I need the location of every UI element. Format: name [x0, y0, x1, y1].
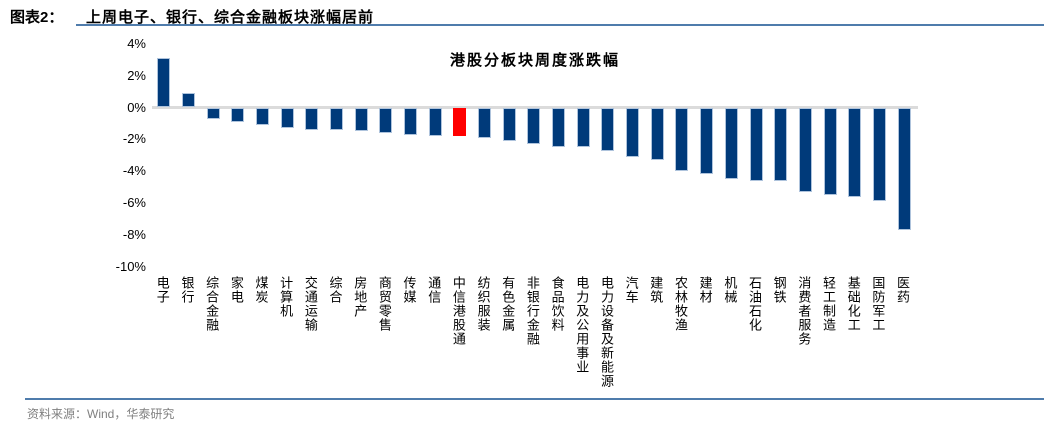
- y-axis-tick-label: 2%: [127, 67, 146, 83]
- header-divider: [76, 24, 1044, 26]
- x-axis-category-label: 钢铁: [771, 276, 787, 304]
- x-axis-category-label: 电力及公用事业: [574, 276, 590, 374]
- x-axis-category-label: 消费者服务: [796, 276, 812, 346]
- bar: [206, 107, 220, 119]
- bar: [848, 107, 862, 197]
- x-axis-category-label: 纺织服装: [475, 276, 491, 332]
- bar: [502, 107, 516, 141]
- bar: [157, 58, 171, 108]
- bar: [774, 107, 788, 181]
- x-axis-category-label: 机械: [722, 276, 738, 304]
- x-axis-category-label: 煤炭: [253, 276, 269, 304]
- x-axis-category-label: 基础化工: [845, 276, 861, 332]
- x-axis-category-label: 传媒: [401, 276, 417, 304]
- x-axis-category-label: 商贸零售: [376, 276, 392, 332]
- x-axis-category-label: 房地产: [352, 276, 368, 318]
- figure-headline: 上周电子、银行、综合金融板块涨幅居前: [86, 9, 375, 26]
- bar: [280, 107, 294, 129]
- bar: [650, 107, 664, 161]
- bar: [872, 107, 886, 202]
- chart-title: 港股分板块周度涨跌幅: [449, 52, 620, 69]
- x-axis-category-label: 综合金融: [204, 276, 220, 332]
- x-axis-category-label: 通信: [426, 276, 442, 304]
- bar: [576, 107, 590, 148]
- x-axis-category-label: 综合: [327, 276, 343, 304]
- x-axis-category-label: 国防军工: [870, 276, 886, 332]
- bar: [231, 107, 245, 122]
- bar: [675, 107, 689, 172]
- bar: [379, 107, 393, 133]
- x-axis-category-label: 中信港股通: [450, 276, 466, 346]
- bar: [749, 107, 763, 181]
- x-axis-category-label: 家电: [228, 276, 244, 304]
- y-axis-tick-label: 4%: [127, 35, 146, 51]
- bar: [305, 107, 319, 130]
- y-axis-tick-label: -4%: [122, 163, 146, 179]
- figure-number-label: 图表2：: [10, 9, 64, 26]
- bar: [256, 107, 269, 126]
- y-axis-tick-label: 0%: [127, 99, 146, 115]
- x-axis-category-label: 医药: [895, 276, 911, 304]
- x-axis-category-label: 建筑: [648, 276, 664, 304]
- bar: [181, 93, 195, 108]
- bar: [798, 107, 812, 192]
- bar: [626, 107, 640, 157]
- bar: [823, 107, 837, 196]
- y-axis-tick-label: -10%: [115, 258, 146, 274]
- x-axis-category-label: 非银行金融: [524, 276, 540, 346]
- y-axis-tick-label: -2%: [122, 131, 146, 147]
- bar: [354, 107, 368, 132]
- bar: [330, 107, 344, 130]
- x-axis-category-label: 电子: [154, 276, 170, 304]
- x-axis-category-label: 建材: [697, 276, 713, 304]
- x-axis-category-label: 轻工制造: [821, 276, 837, 332]
- x-axis-category-label: 石油石化: [747, 276, 762, 332]
- x-axis-category-label: 有色金属: [500, 276, 516, 332]
- x-axis-category-label: 汽车: [623, 276, 639, 304]
- bar: [897, 107, 911, 231]
- bar-highlighted: [453, 107, 467, 137]
- x-axis-category-label: 农林牧渔: [672, 276, 688, 332]
- x-axis-category-label: 电力设备及新能源: [598, 276, 614, 388]
- y-axis-tick-label: -8%: [122, 226, 146, 242]
- source-note: 资料来源：Wind，华泰研究: [27, 407, 175, 421]
- bar: [700, 107, 714, 175]
- x-axis-category-label: 交通运输: [302, 276, 318, 332]
- footer-divider: [25, 398, 1044, 400]
- bar: [724, 107, 738, 180]
- bar: [428, 107, 442, 137]
- y-axis-tick-label: -6%: [122, 195, 146, 211]
- bar: [478, 107, 492, 138]
- bar: [601, 107, 615, 151]
- x-axis-category-label: 食品饮料: [549, 276, 565, 332]
- bar: [552, 107, 566, 148]
- bar: [527, 107, 541, 145]
- x-axis-category-label: 计算机: [278, 276, 294, 318]
- bar: [404, 107, 418, 135]
- x-axis-category-label: 银行: [179, 276, 195, 304]
